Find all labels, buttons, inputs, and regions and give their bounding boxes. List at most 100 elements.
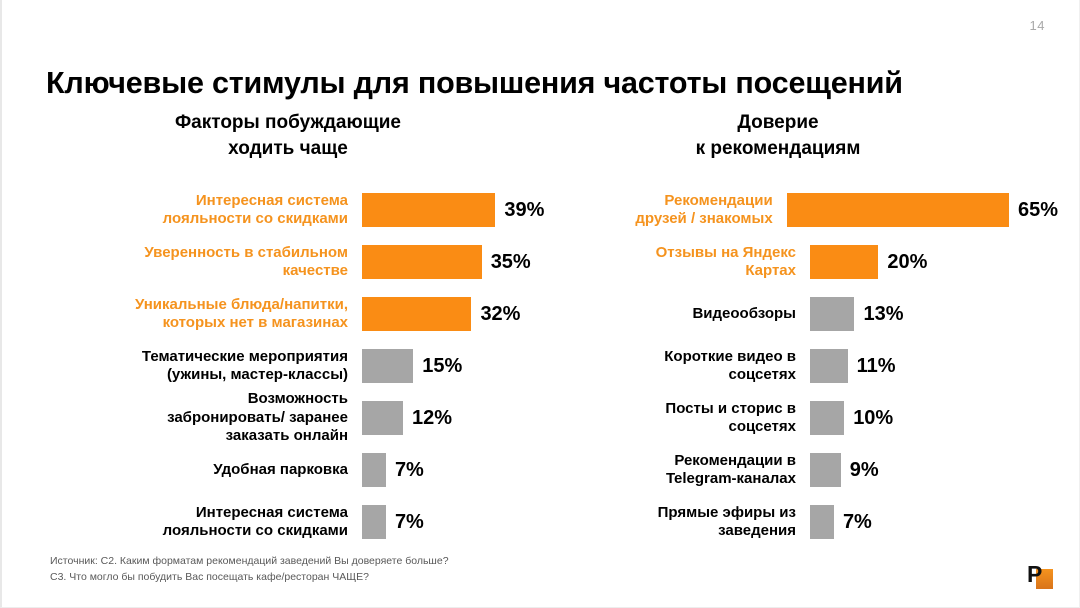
chart-row: Интересная система лояльности со скидками… [90, 184, 550, 236]
source-note: Источник: C2. Каким форматам рекомендаци… [50, 553, 449, 585]
chart-row-label-line: качестве [282, 262, 348, 279]
chart-bar-area: 9% [810, 444, 1058, 496]
chart-row-label: Короткие видео в соцсетях [588, 348, 810, 385]
source-note-line1: Источник: C2. Каким форматам рекомендаци… [50, 555, 449, 567]
chart-row: Возможность забронировать/ заранее заказат… [90, 390, 550, 446]
chart-row-label-line: друзей / знакомых [635, 210, 773, 227]
chart-row-label-line: заказать онлайн [225, 427, 348, 445]
chart-right-rows: Рекомендации друзей / знакомых 65% Отзывы н… [588, 184, 1058, 548]
chart-bar [362, 193, 496, 227]
chart-bar-value: 9% [849, 458, 879, 481]
chart-row: Тематические мероприятия (ужины, мастер-к… [90, 340, 550, 392]
chart-bar-area: 7% [362, 444, 550, 496]
chart-row-label-line: Посты и сторис в [665, 399, 796, 417]
chart-bar-value: 32% [480, 302, 521, 325]
chart-bar-area: 39% [362, 184, 550, 236]
chart-bar [362, 505, 386, 539]
chart-bar-value: 35% [490, 250, 531, 273]
chart-row-label-line: Рекомендации в [674, 451, 796, 469]
chart-row-label-line: которых нет в магазинах [162, 314, 348, 331]
chart-row-label-line: лояльности со скидками [162, 210, 348, 227]
chart-row-label-line: Уверенность в стабильном [144, 243, 348, 261]
chart-left-heading-line1: Факторы побуждающие [174, 112, 402, 133]
chart-row-label-line: Рекомендации [664, 191, 773, 209]
chart-row-label-line: соцсетях [728, 418, 796, 435]
chart-row: Отзывы на Яндекс Картах 20% [588, 236, 1058, 288]
chart-bar-value: 12% [412, 406, 453, 429]
chart-row-label-line: Отзывы на Яндекс [655, 243, 796, 261]
chart-row-label-line: лояльности со скидками [162, 522, 348, 539]
chart-bar [810, 401, 845, 435]
chart-bar [810, 349, 848, 383]
chart-row-label-line: Возможность [247, 390, 348, 408]
chart-bar-area: 32% [362, 288, 550, 340]
chart-row: Рекомендации друзей / знакомых 65% [588, 184, 1058, 236]
chart-row-label-line: забронировать/ заранее [167, 408, 348, 426]
chart-row-label: Видеообзоры [588, 305, 810, 324]
chart-row-label: Возможность забронировать/ заранее заказат… [90, 390, 362, 446]
chart-bar-value: 10% [853, 406, 894, 429]
chart-right-heading-line1: Доверие [737, 112, 819, 133]
page-title: Ключевые стимулы для повышения частоты п… [46, 66, 903, 101]
chart-row-label: Посты и сторис в соцсетях [588, 400, 810, 437]
chart-row-label-line: соцсетях [728, 366, 796, 383]
chart-bar-area: 11% [810, 340, 1058, 392]
chart-left-heading-line2: ходить чаще [228, 138, 348, 159]
chart-bar-area: 20% [810, 236, 1058, 288]
chart-right-heading: Доверие к рекомендациям [588, 110, 1058, 162]
chart-row-label-line: заведения [718, 522, 796, 539]
chart-bar [362, 453, 386, 487]
chart-row-label: Тематические мероприятия (ужины, мастер-к… [90, 348, 362, 385]
chart-bar [362, 401, 404, 435]
chart-row-label: Рекомендации в Telegram-каналах [588, 452, 810, 489]
chart-bar [810, 453, 841, 487]
logo-square-icon [1036, 569, 1053, 589]
chart-bar-value: 7% [842, 510, 872, 533]
chart-row: Посты и сторис в соцсетях 10% [588, 392, 1058, 444]
chart-row-label-line: Короткие видео в [664, 347, 796, 365]
chart-bar-value: 7% [394, 510, 424, 533]
chart-row: Уверенность в стабильном качестве 35% [90, 236, 550, 288]
chart-bar-area: 15% [362, 340, 550, 392]
chart-bar [810, 505, 834, 539]
chart-row: Удобная парковка 7% [90, 444, 550, 496]
chart-bar-value: 15% [422, 354, 463, 377]
source-note-line2: C3. Что могло бы побудить Вас посещать к… [50, 571, 369, 583]
chart-bar-value: 65% [1017, 198, 1058, 221]
chart-bar [810, 245, 879, 279]
chart-row-label-line: Удобная парковка [213, 460, 348, 478]
chart-row-label-line: Уникальные блюда/напитки, [134, 295, 348, 313]
chart-left-rows: Интересная система лояльности со скидками… [90, 184, 550, 548]
brand-logo: P [1027, 563, 1053, 589]
chart-row-label: Интересная система лояльности со скидками [90, 192, 362, 229]
page-number: 14 [1029, 18, 1045, 33]
chart-bar [362, 245, 482, 279]
chart-left-heading: Факторы побуждающие ходить чаще [90, 110, 550, 162]
chart-row-label-line: Тематические мероприятия [141, 347, 348, 365]
chart-row-label-line: (ужины, мастер-классы) [166, 366, 348, 383]
chart-row-label: Уверенность в стабильном качестве [90, 244, 362, 281]
chart-row-label: Отзывы на Яндекс Картах [588, 244, 810, 281]
logo-letter: P [1027, 561, 1043, 587]
chart-row-label: Уникальные блюда/напитки, которых нет в м… [90, 296, 362, 333]
chart-row-label: Удобная парковка [90, 461, 362, 480]
chart-row-label: Интересная система лояльности со скидками [90, 504, 362, 541]
chart-row-label-line: Прямые эфиры из [657, 503, 796, 521]
chart-row-label-line: Интересная система [195, 191, 348, 209]
chart-row: Интересная система лояльности со скидками… [90, 496, 550, 548]
chart-row: Прямые эфиры из заведения 7% [588, 496, 1058, 548]
chart-row-label-line: Видеообзоры [692, 304, 796, 322]
chart-row-label-line: Telegram-каналах [665, 470, 796, 487]
chart-bar [810, 297, 855, 331]
chart-row-label: Рекомендации друзей / знакомых [588, 192, 787, 229]
chart-bar-value: 39% [504, 198, 545, 221]
chart-bar-area: 65% [786, 184, 1058, 236]
chart-panel-right: Доверие к рекомендациям Рекомендации друз… [588, 110, 1058, 548]
chart-right-heading-line2: к рекомендациям [695, 138, 861, 159]
chart-bar-value: 11% [856, 354, 896, 377]
chart-bar-area: 13% [810, 288, 1058, 340]
chart-row-label: Прямые эфиры из заведения [588, 504, 810, 541]
chart-bar-area: 7% [362, 496, 550, 548]
chart-bar [362, 297, 472, 331]
